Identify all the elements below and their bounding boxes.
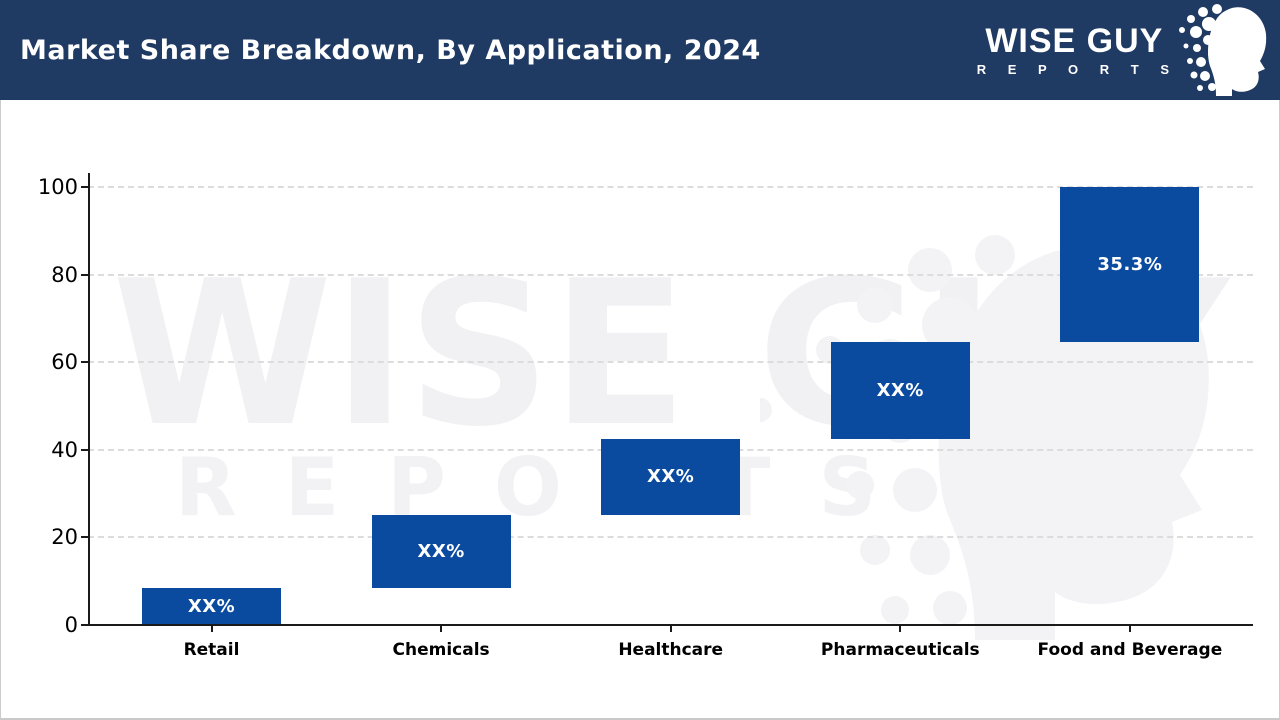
logo-subtext: R E P O R T S (976, 61, 1178, 77)
y-tick-label-40: 40 (51, 437, 78, 462)
bar-retail: XX% (142, 588, 281, 625)
y-tick-80 (81, 273, 88, 276)
x-axis-line (88, 624, 1253, 626)
y-tick-label-80: 80 (51, 262, 78, 287)
x-tick-1 (440, 625, 443, 632)
y-tick-20 (81, 536, 88, 539)
y-axis-line (88, 173, 90, 625)
x-tick-0 (210, 625, 213, 632)
bar-value-label: XX% (876, 379, 924, 401)
bar-value-label: 35.3% (1097, 253, 1163, 275)
logo-wordmark: WISE GUY (985, 21, 1164, 60)
y-tick-60 (81, 361, 88, 364)
x-tick-2 (669, 625, 672, 632)
y-tick-40 (81, 448, 88, 451)
gridline-60 (88, 361, 1253, 364)
bar-value-label: XX% (647, 466, 695, 488)
category-label-0: Retail (183, 640, 240, 660)
bar-pharmaceuticals: XX% (830, 341, 970, 439)
bar-value-label: XX% (187, 596, 236, 618)
y-tick-label-100: 100 (37, 175, 78, 199)
bar-value-label: XX% (417, 541, 465, 563)
page-title: Market Share Breakdown, By Application, … (20, 34, 761, 66)
y-tick-label-20: 20 (51, 525, 78, 550)
category-label-1: Chemicals (392, 640, 490, 660)
logo-text: WISE GUY R E P O R T S (971, 24, 1178, 77)
gridline-80 (88, 273, 1253, 276)
gridline-20 (88, 536, 1253, 539)
x-tick-3 (899, 625, 902, 632)
category-label-2: Healthcare (618, 640, 724, 660)
bar-food-and-beverage: 35.3% (1060, 187, 1200, 342)
y-tick-100 (81, 186, 88, 188)
watermark-subtext: REPORTS (175, 441, 925, 534)
wise-guy-logo: WISE GUY R E P O R T S (971, 4, 1280, 96)
bar-chemicals: XX% (371, 515, 511, 589)
y-tick-label-0: 0 (64, 613, 78, 637)
category-label-3: Pharmaceuticals (820, 640, 980, 660)
x-tick-4 (1128, 625, 1131, 632)
y-tick-0 (81, 624, 88, 626)
y-tick-label-60: 60 (51, 350, 78, 375)
category-label-4: Food and Beverage (1037, 640, 1223, 660)
bar-healthcare: XX% (601, 438, 741, 516)
gridline-100 (88, 186, 1253, 188)
header: Market Share Breakdown, By Application, … (0, 0, 1280, 100)
wise-guy-face-icon (1179, 4, 1267, 96)
